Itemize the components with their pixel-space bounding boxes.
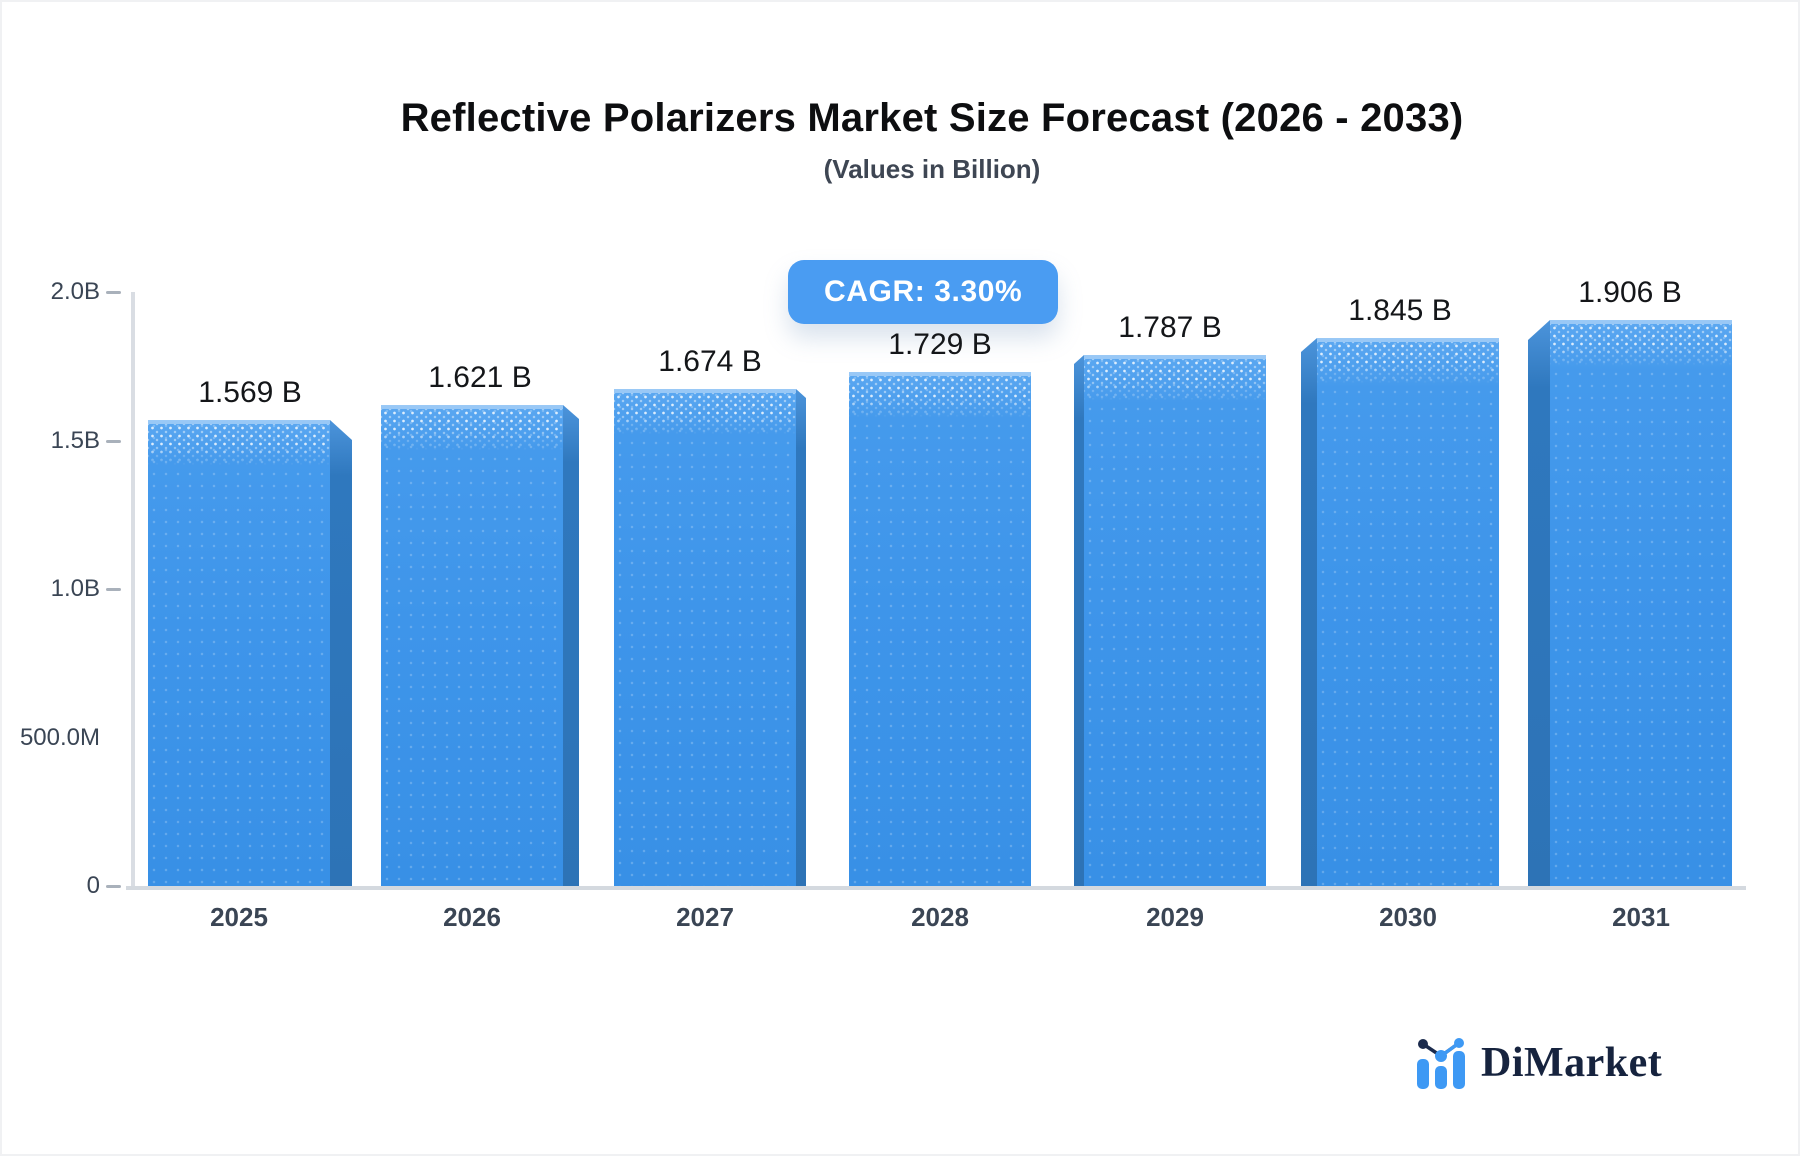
bar-2030[interactable]: 1.845 B 2030 <box>1301 294 1499 932</box>
y-tick-mark <box>106 439 121 443</box>
bar-face <box>849 372 1031 886</box>
y-axis-line <box>131 292 135 888</box>
bar-top-texture <box>1317 342 1499 384</box>
bar-cell-2030: 1.845 B 2030 <box>1285 292 1515 932</box>
bar-2025[interactable]: 1.569 B 2025 <box>148 376 352 932</box>
bar-face <box>614 389 796 886</box>
bar-2026[interactable]: 1.621 B 2026 <box>381 361 579 932</box>
y-tick-label: 1.5B <box>50 426 100 454</box>
bar-3d-side <box>796 389 806 886</box>
cagr-badge-label: CAGR: 3.30% <box>824 275 1023 308</box>
bar-face <box>1550 320 1732 886</box>
cagr-badge: CAGR: 3.30% <box>788 260 1059 324</box>
bar-3d-side <box>1301 338 1317 886</box>
y-tick-label: 2.0B <box>50 278 100 305</box>
bar-2029[interactable]: 1.787 B 2029 <box>1074 311 1266 932</box>
bar-top-texture <box>1084 359 1266 401</box>
bar-top-texture <box>1550 324 1732 366</box>
x-tick-label: 2027 <box>676 902 734 932</box>
bar-top-texture <box>148 424 330 466</box>
bar-cell-2028: 1.729 B 2028 <box>825 292 1055 932</box>
y-tick-label: 0 <box>86 872 100 899</box>
y-tick-mark <box>106 588 121 591</box>
bar-face <box>381 405 563 886</box>
x-tick-label: 2031 <box>1612 902 1670 932</box>
x-axis-line <box>126 886 1746 890</box>
chart-subtitle: (Values in Billion) <box>823 154 1041 184</box>
chart-title: Reflective Polarizers Market Size Foreca… <box>400 96 1464 140</box>
bar-top-texture <box>381 409 563 451</box>
y-tick-label: 1.0B <box>50 575 100 602</box>
bar-2028[interactable]: 1.729 B 2028 <box>849 328 1031 932</box>
bar-value-label: 1.621 B <box>428 361 532 394</box>
x-tick-label: 2025 <box>210 902 268 932</box>
bar-face <box>148 420 330 886</box>
bar-value-label: 1.845 B <box>1348 294 1452 327</box>
bar-2027[interactable]: 1.674 B 2027 <box>614 345 806 932</box>
x-tick-label: 2030 <box>1379 902 1437 932</box>
bar-cell-2029: 1.787 B 2029 <box>1055 292 1285 932</box>
bar-3d-side <box>330 420 352 886</box>
bar-line-chart-icon <box>1417 1038 1465 1089</box>
x-tick-label: 2029 <box>1146 902 1204 932</box>
bar-cell-2031: 1.906 B 2031 <box>1515 276 1745 932</box>
bars-area: 1.569 B 2025 1.621 B 2026 1.674 B 2027 1.729 B… <box>135 276 1745 932</box>
bar-cell-2025: 1.569 B 2025 <box>135 292 365 932</box>
x-tick-label: 2028 <box>911 902 969 932</box>
bar-top-texture <box>849 376 1031 418</box>
logo: DiMarket <box>1414 1036 1662 1090</box>
bar-value-label: 1.674 B <box>658 345 762 378</box>
bar-face <box>1317 338 1499 886</box>
y-tick-mark <box>106 291 121 294</box>
bar-value-label: 1.906 B <box>1578 276 1682 309</box>
bar-cell-2026: 1.621 B 2026 <box>365 292 595 932</box>
bar-3d-side <box>1528 320 1550 886</box>
bar-top-texture <box>614 393 796 435</box>
bar-face <box>1084 355 1266 886</box>
logo-text: DiMarket <box>1481 1040 1663 1086</box>
x-tick-label: 2026 <box>443 902 501 932</box>
y-tick-mark <box>106 885 121 888</box>
bar-cell-2027: 1.674 B 2027 <box>595 292 825 932</box>
bar-value-label: 1.729 B <box>888 328 992 361</box>
bar-value-label: 1.569 B <box>198 376 302 409</box>
bar-2031[interactable]: 1.906 B 2031 <box>1528 276 1732 932</box>
bar-3d-side <box>1074 355 1084 886</box>
bar-value-label: 1.787 B <box>1118 311 1222 344</box>
y-tick-label: 500.0M <box>19 723 100 751</box>
bar-3d-side <box>563 405 579 886</box>
